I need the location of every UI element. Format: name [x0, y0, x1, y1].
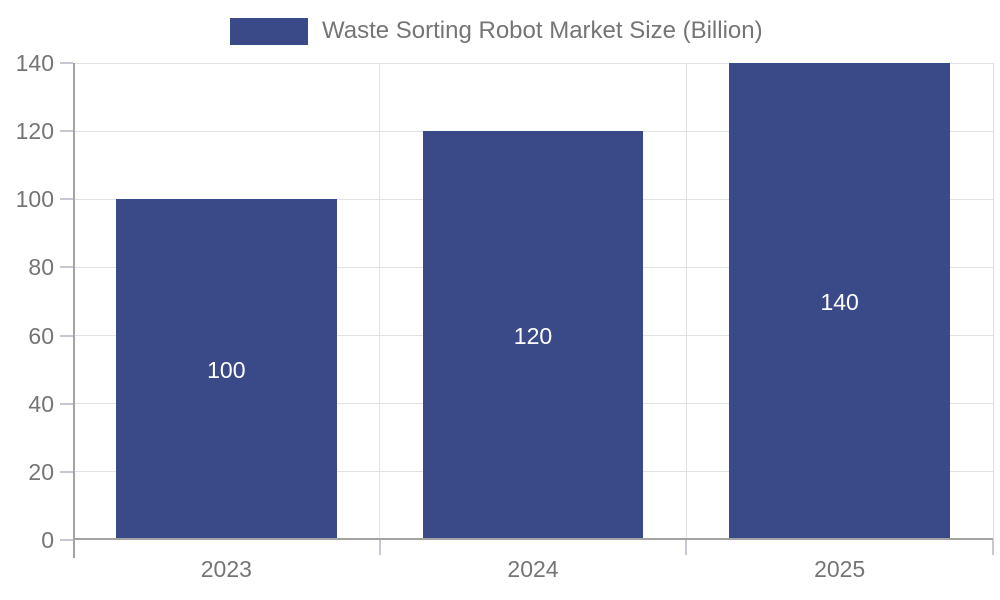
legend-label: Waste Sorting Robot Market Size (Billion…	[322, 17, 763, 44]
gridline-horizontal	[73, 62, 993, 64]
bar-2025[interactable]: 140	[729, 63, 951, 540]
bar-2023[interactable]: 100	[115, 199, 337, 540]
y-axis-tick	[60, 130, 73, 133]
y-axis-tick	[60, 266, 73, 269]
y-axis-tick	[60, 402, 73, 405]
y-axis-tick	[60, 539, 73, 541]
legend-swatch-icon	[230, 17, 308, 45]
bar-value-label: 140	[820, 288, 859, 315]
y-axis-tick-label: 20	[28, 458, 54, 485]
y-axis-tick-label: 60	[28, 322, 54, 349]
y-axis-tick-label: 120	[15, 118, 54, 145]
y-axis-tick-label: 100	[15, 186, 54, 213]
y-axis-tick	[60, 334, 73, 337]
y-axis-tick-label: 40	[28, 390, 54, 417]
x-axis-tick-label: 2025	[814, 556, 866, 582]
legend[interactable]: Waste Sorting Robot Market Size (Billion…	[230, 17, 763, 45]
y-axis-tick	[60, 470, 73, 473]
x-axis-tick	[992, 540, 994, 555]
y-axis-tick	[60, 198, 73, 201]
plot-area: 100 120 140	[73, 62, 994, 558]
y-axis-tick-label: 80	[28, 254, 54, 281]
gridline-vertical	[379, 63, 381, 540]
y-axis-tick-label: 0	[41, 527, 54, 553]
y-axis-tick	[60, 62, 73, 64]
gridline-vertical	[685, 63, 687, 540]
x-axis-tick	[685, 540, 688, 555]
bar-value-label: 100	[207, 356, 246, 383]
gridline-vertical	[992, 63, 994, 540]
bar-2024[interactable]: 120	[422, 131, 644, 540]
y-axis-line	[73, 63, 75, 558]
y-axis-tick-label: 140	[15, 50, 54, 76]
x-axis-tick	[378, 540, 381, 555]
x-axis-line	[73, 538, 993, 540]
x-axis-tick-label: 2023	[200, 556, 252, 582]
x-axis-tick-label: 2024	[507, 556, 559, 582]
bar-value-label: 120	[513, 322, 553, 349]
